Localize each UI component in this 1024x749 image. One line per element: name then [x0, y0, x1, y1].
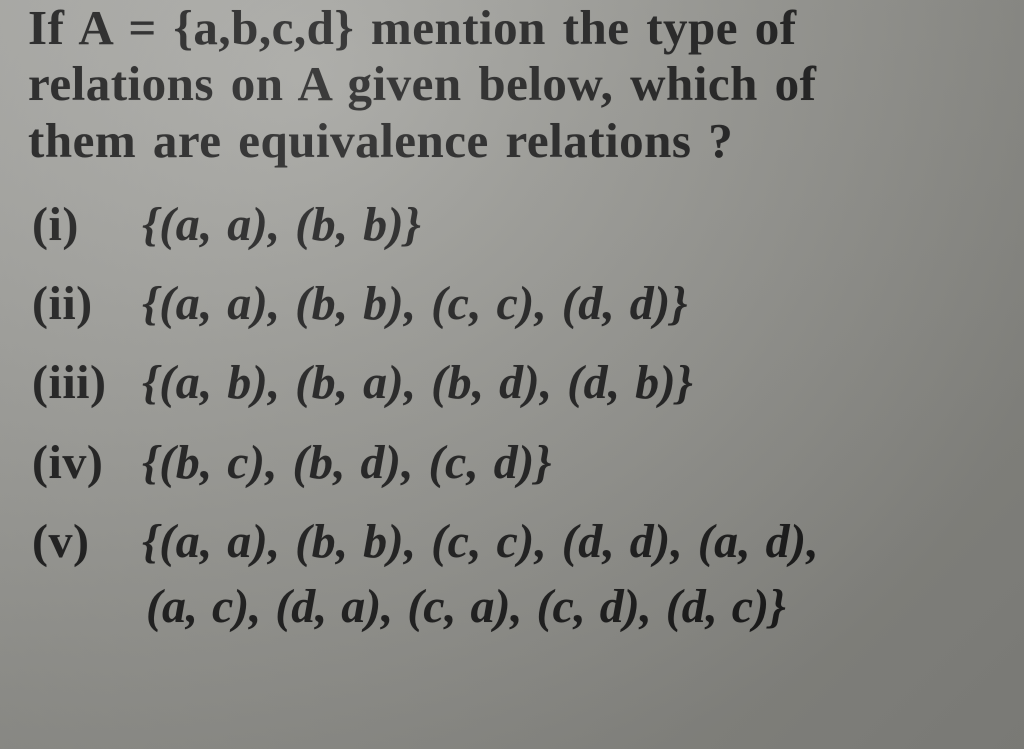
question-set: {a,b,c,d}	[174, 0, 355, 55]
option-marker: (iii)	[28, 355, 142, 410]
option-relation: {(b, c), (b, d), (c, d)}	[142, 435, 1004, 490]
option-marker: (ii)	[28, 276, 142, 331]
option-row: (i) {(a, a), (b, b)}	[28, 197, 1004, 252]
question-line3: them are equivalence relations ?	[28, 113, 733, 168]
option-relation: {(a, a), (b, b), (c, c), (d, d), (a, d),	[142, 514, 1004, 569]
option-row: (ii) {(a, a), (b, b), (c, c), (d, d)}	[28, 276, 1004, 331]
option-marker: (i)	[28, 197, 142, 252]
question-text: If A = {a,b,c,d} mention the type of rel…	[28, 0, 1004, 169]
option-row: (iv) {(b, c), (b, d), (c, d)}	[28, 435, 1004, 490]
option-marker: (v)	[28, 514, 142, 569]
option-row: (v) {(a, a), (b, b), (c, c), (d, d), (a,…	[28, 514, 1004, 569]
option-relation-continuation: (a, c), (d, a), (c, a), (c, d), (d, c)}	[146, 579, 1004, 634]
option-relation: {(a, a), (b, b)}	[142, 197, 1004, 252]
options-list: (i) {(a, a), (b, b)} (ii) {(a, a), (b, b…	[28, 197, 1004, 634]
question-line2: relations on A given below, which of	[28, 56, 816, 111]
option-relation: {(a, b), (b, a), (b, d), (d, b)}	[142, 355, 1004, 410]
option-row: (iii) {(a, b), (b, a), (b, d), (d, b)}	[28, 355, 1004, 410]
question-line1-prefix: If A =	[28, 0, 174, 55]
option-marker: (iv)	[28, 435, 142, 490]
option-relation: {(a, a), (b, b), (c, c), (d, d)}	[142, 276, 1004, 331]
question-line1-suffix: mention the type of	[354, 0, 796, 55]
math-question-page: If A = {a,b,c,d} mention the type of rel…	[0, 0, 1024, 634]
